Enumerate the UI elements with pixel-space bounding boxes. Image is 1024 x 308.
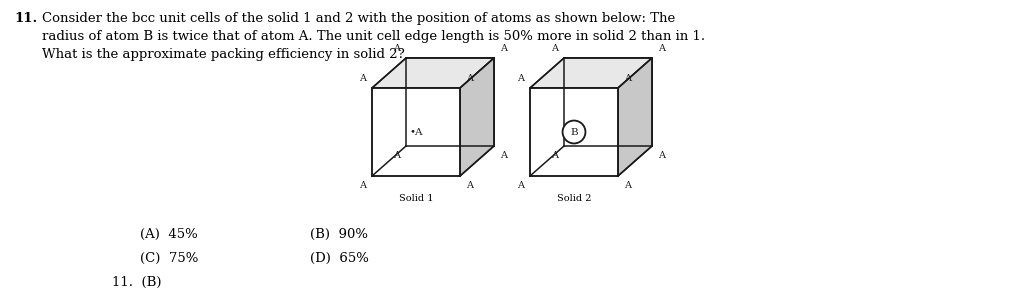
Polygon shape: [618, 58, 652, 176]
Text: A: A: [466, 181, 473, 190]
Text: A: A: [466, 74, 473, 83]
Polygon shape: [372, 88, 460, 176]
Polygon shape: [564, 58, 652, 146]
Text: •A: •A: [410, 128, 423, 136]
Text: A: A: [359, 74, 366, 83]
Text: A: A: [658, 44, 665, 53]
Text: 11.  (B): 11. (B): [112, 276, 162, 289]
Text: A: A: [500, 44, 507, 53]
Text: A: A: [658, 151, 665, 160]
Text: A: A: [551, 44, 558, 53]
Text: A: A: [551, 151, 558, 160]
Text: (A)  45%: (A) 45%: [140, 228, 198, 241]
Text: A: A: [359, 181, 366, 190]
Text: (D)  65%: (D) 65%: [310, 252, 369, 265]
Text: What is the approximate packing efficiency in solid 2?: What is the approximate packing efficien…: [42, 48, 404, 61]
Text: A: A: [393, 151, 400, 160]
Polygon shape: [530, 58, 652, 88]
Polygon shape: [460, 58, 494, 176]
Text: Solid 2: Solid 2: [557, 194, 591, 203]
Text: A: A: [624, 74, 631, 83]
Text: A: A: [624, 181, 631, 190]
Text: A: A: [517, 181, 524, 190]
Circle shape: [562, 120, 586, 144]
Text: radius of atom B is twice that of atom A. The unit cell edge length is 50% more : radius of atom B is twice that of atom A…: [42, 30, 706, 43]
Polygon shape: [372, 58, 494, 88]
Text: (C)  75%: (C) 75%: [140, 252, 199, 265]
Text: B: B: [570, 128, 578, 136]
Text: Solid 1: Solid 1: [398, 194, 433, 203]
Text: 11.: 11.: [14, 12, 37, 25]
Text: A: A: [517, 74, 524, 83]
Text: A: A: [393, 44, 400, 53]
Text: (B)  90%: (B) 90%: [310, 228, 368, 241]
Text: Consider the bcc unit cells of the solid 1 and 2 with the position of atoms as s: Consider the bcc unit cells of the solid…: [42, 12, 675, 25]
Polygon shape: [530, 88, 618, 176]
Polygon shape: [406, 58, 494, 146]
Text: A: A: [500, 151, 507, 160]
